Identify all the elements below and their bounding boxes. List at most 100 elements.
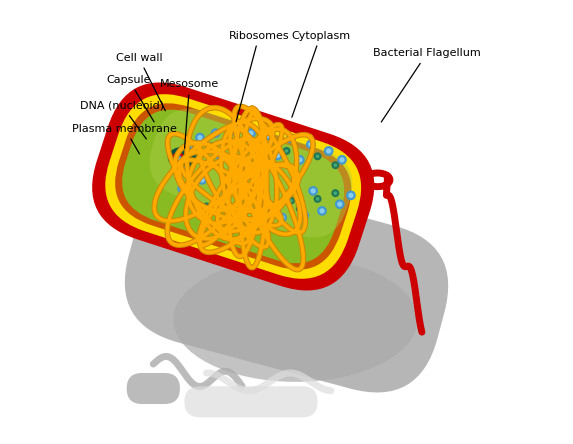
Circle shape xyxy=(267,211,270,215)
Circle shape xyxy=(177,184,187,194)
FancyBboxPatch shape xyxy=(185,386,317,417)
Text: Cytoplasm: Cytoplasm xyxy=(291,31,350,117)
Circle shape xyxy=(189,197,198,207)
Circle shape xyxy=(277,213,287,222)
Text: Cell wall: Cell wall xyxy=(116,53,166,111)
Circle shape xyxy=(337,202,343,207)
Circle shape xyxy=(289,199,293,202)
Circle shape xyxy=(317,206,327,216)
Circle shape xyxy=(319,208,325,214)
Circle shape xyxy=(298,207,301,210)
Circle shape xyxy=(197,135,203,140)
Text: Mesosome: Mesosome xyxy=(160,79,219,148)
Circle shape xyxy=(339,157,345,163)
Circle shape xyxy=(228,213,238,222)
FancyBboxPatch shape xyxy=(115,103,351,270)
Circle shape xyxy=(213,131,218,136)
Circle shape xyxy=(199,177,205,182)
Circle shape xyxy=(337,155,347,165)
Text: Capsule: Capsule xyxy=(107,75,154,122)
Circle shape xyxy=(226,126,236,136)
Circle shape xyxy=(195,133,205,143)
Circle shape xyxy=(273,151,282,160)
Circle shape xyxy=(256,192,264,200)
Ellipse shape xyxy=(168,147,197,168)
Circle shape xyxy=(246,128,256,138)
Circle shape xyxy=(260,143,268,151)
Circle shape xyxy=(242,190,252,200)
Circle shape xyxy=(306,139,316,149)
Circle shape xyxy=(280,215,285,220)
Circle shape xyxy=(222,187,226,190)
Circle shape xyxy=(258,194,262,198)
Circle shape xyxy=(186,139,196,149)
Circle shape xyxy=(197,175,207,185)
Circle shape xyxy=(191,199,196,205)
Circle shape xyxy=(301,213,307,218)
Circle shape xyxy=(282,147,291,155)
Circle shape xyxy=(295,155,305,165)
Circle shape xyxy=(179,166,189,176)
Circle shape xyxy=(215,151,225,160)
Circle shape xyxy=(248,131,254,136)
FancyBboxPatch shape xyxy=(125,176,448,392)
Circle shape xyxy=(266,133,272,138)
Circle shape xyxy=(313,152,321,160)
Circle shape xyxy=(308,186,318,196)
Circle shape xyxy=(324,146,333,156)
Circle shape xyxy=(331,161,339,169)
Circle shape xyxy=(316,155,319,158)
Text: Bacterial Flagellum: Bacterial Flagellum xyxy=(373,48,481,122)
Ellipse shape xyxy=(173,258,418,382)
Circle shape xyxy=(179,186,185,191)
FancyBboxPatch shape xyxy=(105,94,361,279)
Text: DNA (nucleoid): DNA (nucleoid) xyxy=(80,101,164,139)
Circle shape xyxy=(326,148,331,154)
Circle shape xyxy=(206,206,216,216)
FancyBboxPatch shape xyxy=(150,109,352,238)
Circle shape xyxy=(210,128,221,138)
Circle shape xyxy=(217,153,222,158)
FancyBboxPatch shape xyxy=(92,83,374,290)
Circle shape xyxy=(189,142,194,147)
Circle shape xyxy=(262,146,266,149)
Circle shape xyxy=(185,173,193,181)
FancyBboxPatch shape xyxy=(122,110,344,263)
Circle shape xyxy=(287,197,295,205)
Circle shape xyxy=(205,205,209,208)
Circle shape xyxy=(311,188,316,194)
Circle shape xyxy=(333,191,337,195)
Circle shape xyxy=(221,185,228,193)
Circle shape xyxy=(331,189,339,197)
Circle shape xyxy=(230,215,236,220)
Circle shape xyxy=(209,208,214,214)
Circle shape xyxy=(348,193,354,198)
Circle shape xyxy=(313,195,321,203)
Text: Plasma membrane: Plasma membrane xyxy=(73,124,178,154)
Circle shape xyxy=(175,157,180,163)
Circle shape xyxy=(316,197,319,201)
Circle shape xyxy=(296,205,304,213)
Circle shape xyxy=(335,199,345,209)
Circle shape xyxy=(191,148,199,156)
Circle shape xyxy=(275,153,280,158)
Circle shape xyxy=(308,142,313,147)
Circle shape xyxy=(297,157,303,163)
Circle shape xyxy=(234,140,242,148)
Circle shape xyxy=(203,202,210,210)
Circle shape xyxy=(207,143,215,151)
Circle shape xyxy=(173,155,183,165)
Circle shape xyxy=(228,128,234,134)
Circle shape xyxy=(299,210,309,220)
Circle shape xyxy=(194,150,197,154)
Text: Ribosomes: Ribosomes xyxy=(229,31,289,122)
Circle shape xyxy=(182,168,187,174)
Circle shape xyxy=(209,145,213,148)
Circle shape xyxy=(265,209,273,217)
Circle shape xyxy=(253,217,258,222)
Circle shape xyxy=(236,143,240,146)
Circle shape xyxy=(264,131,274,140)
Circle shape xyxy=(286,134,296,143)
Circle shape xyxy=(244,193,249,198)
Circle shape xyxy=(250,215,260,225)
